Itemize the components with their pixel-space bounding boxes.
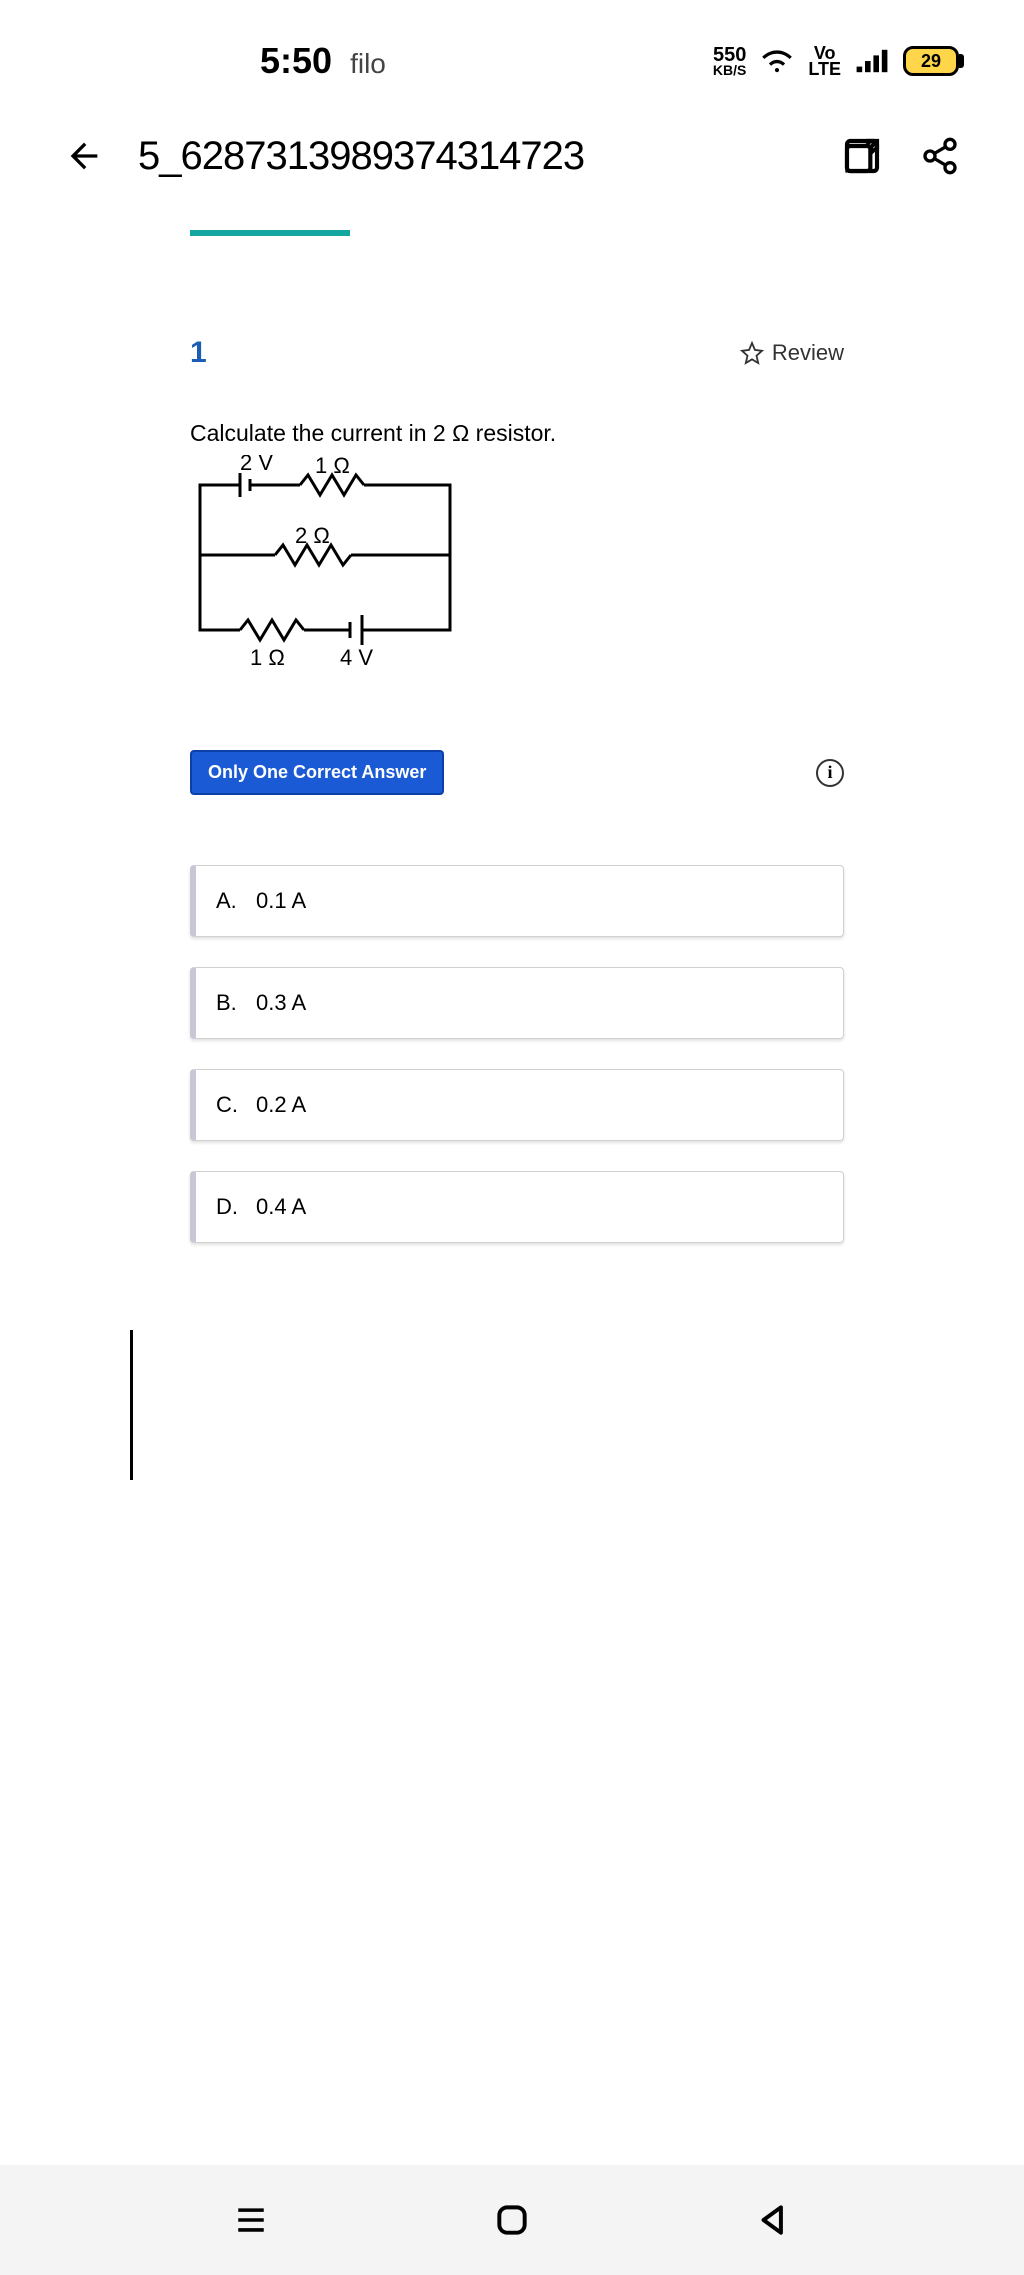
circ-mid-resistor: 2 Ω	[295, 523, 330, 548]
share-icon	[920, 136, 960, 176]
circ-bot-resistor: 1 Ω	[250, 645, 285, 670]
app-header: 5_6287313989374314723	[0, 102, 1024, 210]
back-button[interactable]	[60, 132, 108, 180]
option-letter: B.	[216, 990, 256, 1016]
share-button[interactable]	[916, 132, 964, 180]
text-cursor	[130, 1330, 133, 1480]
circuit-diagram: 2 V 1 Ω 2 Ω 1 Ω 4 V	[190, 455, 844, 700]
data-rate-unit: KB/S	[713, 64, 746, 77]
star-icon	[740, 341, 764, 365]
circ-top-resistor: 1 Ω	[315, 455, 350, 478]
volte-bot: LTE	[808, 61, 841, 77]
edit-icon	[842, 136, 882, 176]
volte-icon: Vo LTE	[808, 45, 841, 77]
option-letter: C.	[216, 1092, 256, 1118]
page-title: 5_6287313989374314723	[138, 134, 808, 179]
nav-back-button[interactable]	[748, 2195, 798, 2245]
battery-indicator: 29	[903, 46, 964, 76]
option-text: 0.2 A	[256, 1092, 306, 1118]
content-area: 1 Review Calculate the current in 2 Ω re…	[0, 210, 1024, 1243]
option-text: 0.3 A	[256, 990, 306, 1016]
circ-top-voltage: 2 V	[240, 455, 273, 475]
system-nav-bar	[0, 2165, 1024, 2275]
option-text: 0.4 A	[256, 1194, 306, 1220]
battery-tip	[959, 54, 964, 68]
status-time: 5:50	[260, 40, 332, 82]
status-left: 5:50 filo	[60, 40, 713, 82]
badge-row: Only One Correct Answer i	[190, 750, 844, 795]
status-right: 550 KB/S Vo LTE 29	[713, 45, 964, 77]
home-icon	[493, 2201, 531, 2239]
status-bar: 5:50 filo 550 KB/S Vo LTE 29	[0, 0, 1024, 102]
info-icon: i	[827, 762, 832, 783]
option-text: 0.1 A	[256, 888, 306, 914]
data-rate-value: 550	[713, 46, 746, 64]
option-letter: A.	[216, 888, 256, 914]
home-button[interactable]	[487, 2195, 537, 2245]
review-button[interactable]: Review	[740, 340, 844, 366]
battery-level: 29	[903, 46, 959, 76]
signal-icon	[855, 47, 889, 75]
recents-button[interactable]	[226, 2195, 276, 2245]
question-header: 1 Review	[190, 336, 844, 370]
edit-button[interactable]	[838, 132, 886, 180]
question-text: Calculate the current in 2 Ω resistor.	[190, 420, 844, 447]
data-rate-indicator: 550 KB/S	[713, 46, 746, 77]
answer-type-badge: Only One Correct Answer	[190, 750, 444, 795]
review-label: Review	[772, 340, 844, 366]
progress-indicator	[190, 230, 350, 236]
triangle-back-icon	[753, 2201, 793, 2239]
arrow-left-icon	[64, 136, 104, 176]
option-letter: D.	[216, 1194, 256, 1220]
option-a[interactable]: A. 0.1 A	[190, 865, 844, 937]
circ-bot-voltage: 4 V	[340, 645, 373, 670]
option-b[interactable]: B. 0.3 A	[190, 967, 844, 1039]
status-app-name: filo	[350, 48, 386, 80]
question-number: 1	[190, 336, 740, 370]
info-button[interactable]: i	[816, 759, 844, 787]
option-d[interactable]: D. 0.4 A	[190, 1171, 844, 1243]
option-c[interactable]: C. 0.2 A	[190, 1069, 844, 1141]
recents-icon	[233, 2203, 269, 2237]
wifi-icon	[760, 47, 794, 75]
